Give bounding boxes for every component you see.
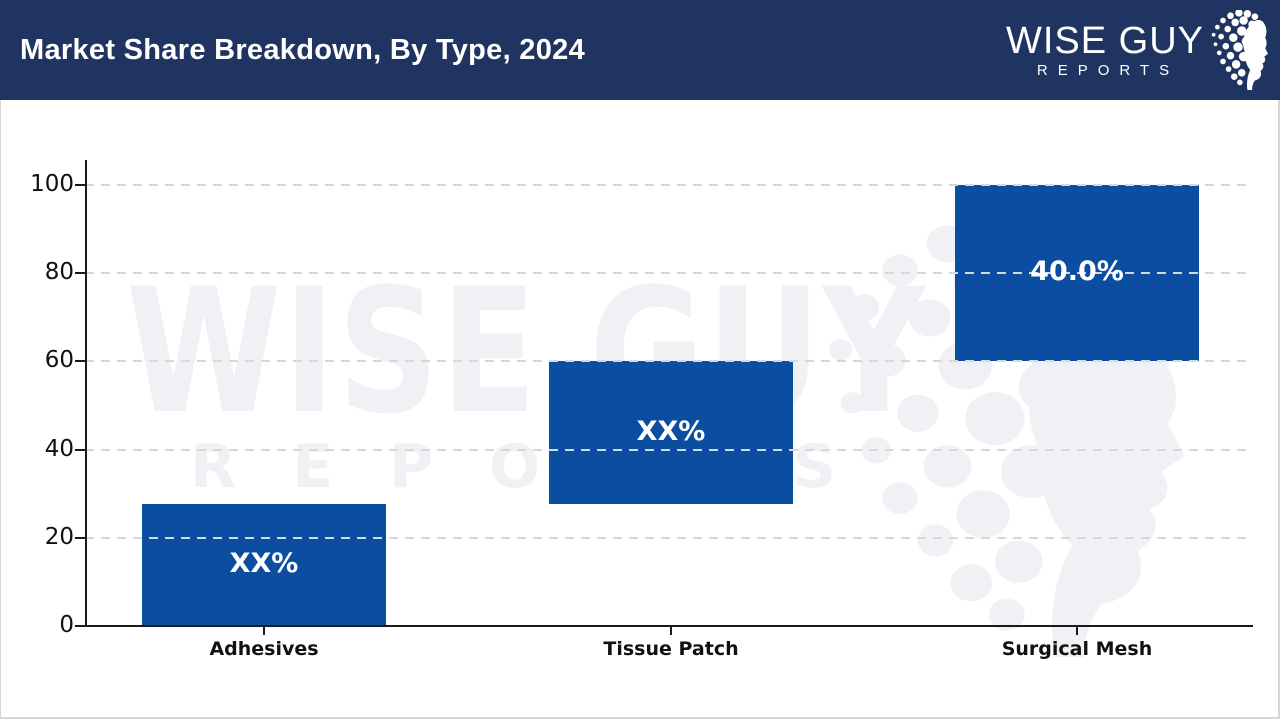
y-tick-label: 80 bbox=[44, 259, 74, 286]
x-axis-line bbox=[85, 625, 1253, 627]
x-category-label: Surgical Mesh bbox=[1001, 638, 1153, 660]
page-border-bottom bbox=[0, 717, 1280, 719]
bar-chart: WISE GUY REPORTS XX% XX% 40.0% 0 20 40 60 80 100… bbox=[0, 100, 1280, 720]
y-tick-mark bbox=[75, 625, 85, 627]
bar-tissue-patch bbox=[549, 361, 793, 504]
bar-value-label: XX% bbox=[229, 547, 299, 579]
page-border-right bbox=[1278, 100, 1280, 718]
logo-text: WISE GUY REPORTS bbox=[1006, 21, 1204, 80]
bar-value-label: 40.0% bbox=[1030, 256, 1124, 288]
bar-value-label: XX% bbox=[636, 415, 706, 447]
x-tick-mark bbox=[670, 627, 672, 635]
y-tick-label: 20 bbox=[44, 523, 74, 550]
header-bar: Market Share Breakdown, By Type, 2024 WI… bbox=[0, 0, 1280, 100]
gridline-100 bbox=[85, 184, 1253, 186]
y-tick-label: 40 bbox=[44, 435, 74, 462]
y-tick-label: 100 bbox=[30, 171, 74, 197]
gridline-60 bbox=[85, 360, 1253, 363]
gridline-80 bbox=[85, 272, 1253, 275]
y-tick-label: 0 bbox=[59, 612, 74, 638]
dotted-head-profile-icon bbox=[1211, 10, 1268, 90]
y-tick-label: 60 bbox=[44, 347, 74, 374]
y-tick-mark bbox=[75, 360, 85, 363]
wise-guy-logo: WISE GUY REPORTS bbox=[1006, 6, 1268, 94]
x-category-label: Tissue Patch bbox=[603, 638, 739, 660]
chart-title: Market Share Breakdown, By Type, 2024 bbox=[20, 34, 586, 66]
gridline-40 bbox=[85, 448, 1253, 451]
y-tick-mark bbox=[75, 448, 85, 451]
x-category-label: Adhesives bbox=[209, 638, 319, 660]
gridline-20 bbox=[85, 536, 1253, 539]
x-tick-mark bbox=[1076, 627, 1078, 635]
y-tick-mark bbox=[75, 272, 85, 275]
x-tick-mark bbox=[263, 627, 265, 635]
logo-wordmark: WISE GUY bbox=[1005, 19, 1204, 62]
page-border-left bbox=[0, 100, 1, 718]
y-tick-mark bbox=[75, 184, 85, 186]
logo-subtitle: REPORTS bbox=[1036, 61, 1180, 79]
y-tick-mark bbox=[75, 536, 85, 539]
y-axis-line bbox=[85, 160, 87, 627]
bar-adhesives bbox=[142, 503, 386, 626]
